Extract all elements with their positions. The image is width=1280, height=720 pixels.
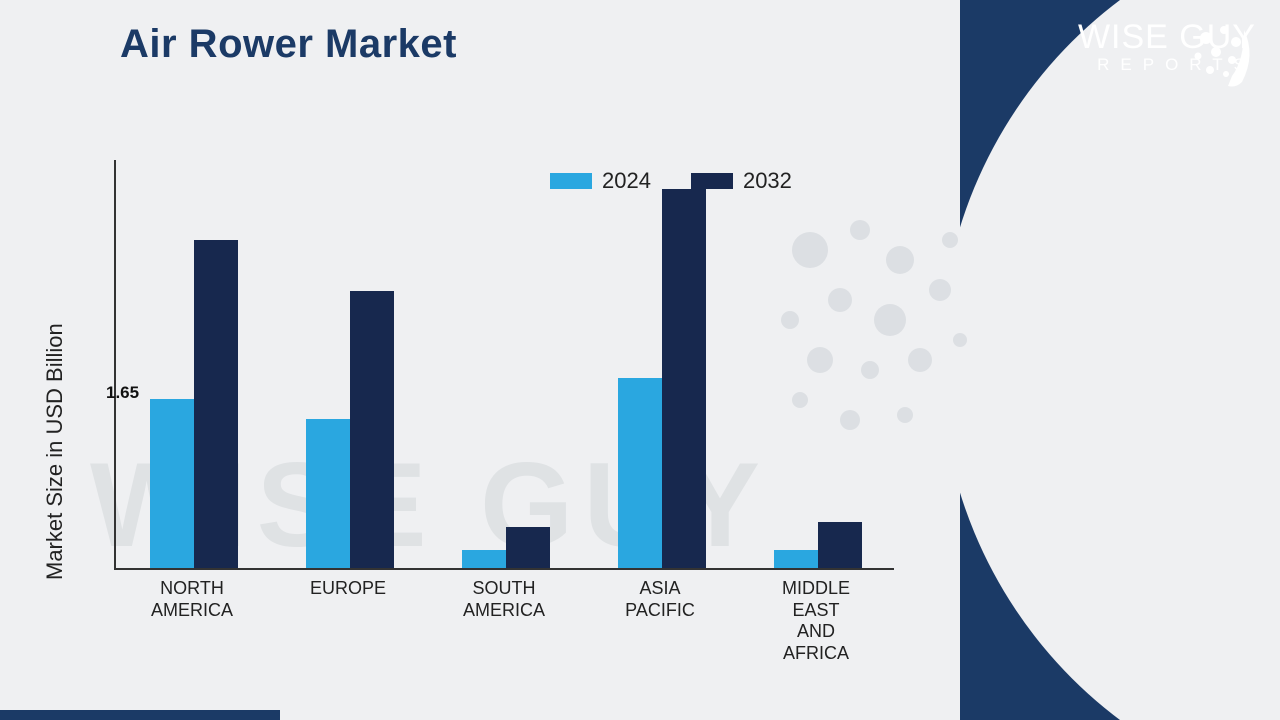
bar-2032: [350, 291, 394, 568]
x-axis-labels: NORTH AMERICAEUROPESOUTH AMERICAASIA PAC…: [114, 578, 894, 678]
bar-2024: [462, 550, 506, 568]
x-axis-category-label: MIDDLE EAST AND AFRICA: [738, 578, 894, 678]
bar-2024: [774, 550, 818, 568]
page-root: WISE GUY REPORTS Air Rower Market WISE G…: [0, 0, 1280, 720]
bar-2032: [194, 240, 238, 568]
bar-2024: [150, 399, 194, 568]
y-tick-label: 1.65: [106, 383, 139, 403]
brand-head-icon: [1186, 20, 1256, 90]
x-axis-category-label: SOUTH AMERICA: [426, 578, 582, 678]
bar-group: [462, 527, 550, 568]
bar-2024: [618, 378, 662, 568]
bar-2032: [506, 527, 550, 568]
plot-region: 1.65: [114, 160, 894, 570]
chart-area: Market Size in USD Billion 1.65 NORTH AM…: [58, 150, 908, 670]
x-axis-category-label: EUROPE: [270, 578, 426, 678]
bar-group: [306, 291, 394, 568]
chart-title: Air Rower Market: [120, 22, 457, 67]
bar-2032: [818, 522, 862, 568]
bar-group: [618, 189, 706, 568]
bar-group: [150, 240, 238, 568]
bar-2024: [306, 419, 350, 568]
x-axis-category-label: ASIA PACIFIC: [582, 578, 738, 678]
y-axis-label: Market Size in USD Billion: [42, 323, 68, 580]
bar-group: [774, 522, 862, 568]
bar-2032: [662, 189, 706, 568]
brand-logo: WISE GUY REPORTS: [1078, 18, 1256, 75]
bottom-accent-bar: [0, 710, 280, 720]
x-axis-category-label: NORTH AMERICA: [114, 578, 270, 678]
